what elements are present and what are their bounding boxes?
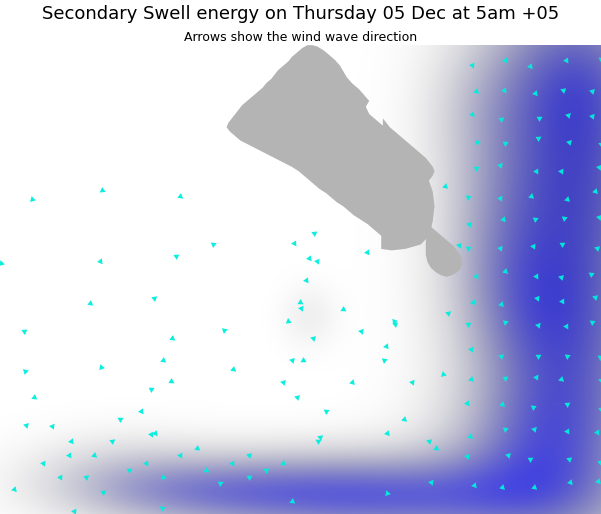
Text: Arrows show the wind wave direction: Arrows show the wind wave direction bbox=[184, 31, 417, 44]
Polygon shape bbox=[227, 45, 435, 250]
Text: Secondary Swell energy on Thursday 05 Dec at 5am +05: Secondary Swell energy on Thursday 05 De… bbox=[42, 6, 559, 24]
Polygon shape bbox=[227, 45, 435, 250]
Polygon shape bbox=[426, 224, 462, 277]
Polygon shape bbox=[426, 224, 462, 277]
